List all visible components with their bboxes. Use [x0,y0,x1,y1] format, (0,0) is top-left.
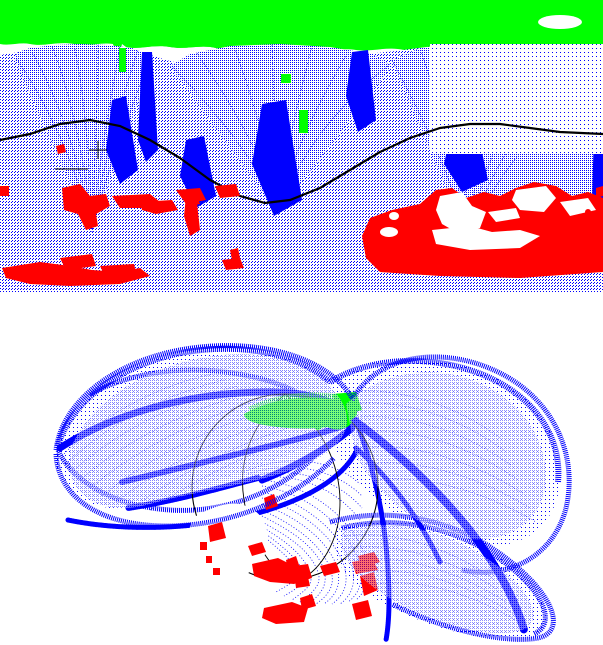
panel-3d-envelope [0,330,603,645]
map-svg [0,0,603,292]
green-patches [119,48,308,133]
red-bottom-left [2,262,150,286]
red-marker-top [56,144,66,154]
green-patch-2 [281,74,291,83]
green-patch-1 [119,48,126,72]
separatrix-curve [0,118,603,205]
red-left-cluster [62,184,110,230]
blue-ruled-block [430,44,603,154]
red-region-holes [380,186,596,250]
panel-footpoint-map [0,0,603,292]
green-patch-3 [299,110,308,133]
crosshair-tick-icon [89,141,107,159]
stipple-overlay [70,354,546,634]
threed-svg [0,330,603,645]
green-band-white-blob-tail [542,19,572,25]
red-closed-regions [0,144,603,286]
fan-left-body [14,44,152,230]
